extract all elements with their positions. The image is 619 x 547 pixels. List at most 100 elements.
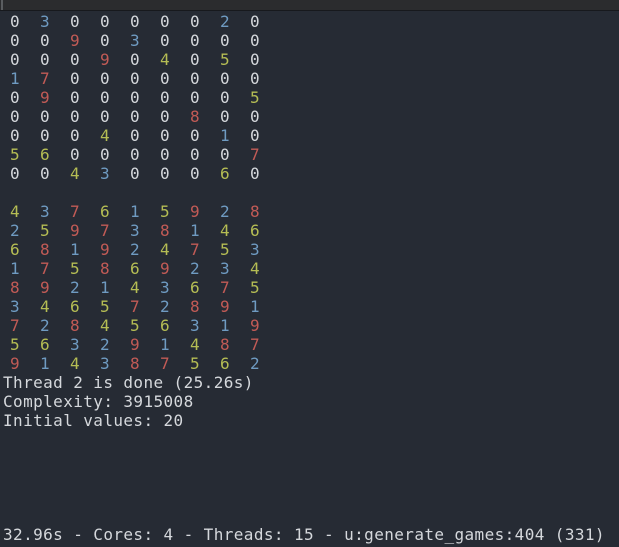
grid-cell: 0 (100, 12, 111, 31)
grid-cell: 7 (190, 240, 201, 259)
grid-cell: 1 (160, 335, 171, 354)
grid-cell: 5 (70, 259, 81, 278)
grid-cell: 0 (10, 107, 21, 126)
grid-cell: 8 (10, 278, 21, 297)
grid-cell: 0 (70, 107, 81, 126)
thread-done-message: Thread 2 is done (25.26s) (3, 373, 254, 392)
grid-cell: 5 (220, 50, 231, 69)
grid-cell: 1 (130, 202, 141, 221)
grid-cell: 0 (40, 107, 51, 126)
grid-cell: 2 (10, 221, 21, 240)
grid-cell: 3 (190, 316, 201, 335)
grid-cell: 8 (100, 259, 111, 278)
grid-cell: 4 (70, 164, 81, 183)
grid-cell: 4 (40, 297, 51, 316)
grid-cell: 9 (250, 316, 261, 335)
grid-cell: 2 (70, 278, 81, 297)
grid-cell: 9 (40, 88, 51, 107)
grid-cell: 8 (40, 240, 51, 259)
grid-cell: 6 (100, 202, 111, 221)
grid-cell: 4 (130, 278, 141, 297)
grid-cell: 9 (100, 50, 111, 69)
grid-cell: 0 (10, 50, 21, 69)
grid-cell: 7 (130, 297, 141, 316)
grid-cell: 3 (70, 335, 81, 354)
grid-cell: 8 (160, 221, 171, 240)
grid-cell: 0 (70, 69, 81, 88)
grid-cell: 4 (250, 259, 261, 278)
grid-cell: 3 (100, 354, 111, 373)
grid-cell: 5 (190, 354, 201, 373)
grid-cell: 0 (160, 88, 171, 107)
grid-cell: 4 (70, 354, 81, 373)
grid-cell: 0 (130, 164, 141, 183)
grid-cell: 0 (70, 126, 81, 145)
grid-cell: 0 (130, 126, 141, 145)
grid-cell: 7 (40, 259, 51, 278)
grid-cell: 9 (100, 240, 111, 259)
grid-cell: 0 (160, 164, 171, 183)
grid-cell: 5 (130, 316, 141, 335)
grid-cell: 3 (250, 240, 261, 259)
grid-cell: 1 (10, 69, 21, 88)
grid-cell: 2 (100, 335, 111, 354)
initial-values-message: Initial values: 20 (3, 411, 184, 430)
blank-line (0, 506, 619, 525)
grid-cell: 3 (130, 31, 141, 50)
grid-cell: 0 (250, 69, 261, 88)
grid-cell: 0 (190, 145, 201, 164)
grid-cell: 0 (130, 50, 141, 69)
grid-cell: 0 (160, 107, 171, 126)
grid-cell: 0 (220, 31, 231, 50)
grid-cell: 3 (220, 259, 231, 278)
grid-cell: 6 (250, 221, 261, 240)
grid-cell: 0 (40, 126, 51, 145)
grid-cell: 7 (100, 221, 111, 240)
grid-cell: 0 (70, 50, 81, 69)
grid-cell: 5 (10, 335, 21, 354)
grid-cell: 1 (10, 259, 21, 278)
grid-cell: 9 (70, 221, 81, 240)
grid-cell: 9 (70, 31, 81, 50)
grid-cell: 0 (190, 126, 201, 145)
grid-cell: 0 (100, 88, 111, 107)
grid-cell: 3 (10, 297, 21, 316)
grid-cell: 7 (250, 145, 261, 164)
window-top-edge (0, 0, 619, 11)
grid-cell: 9 (10, 354, 21, 373)
grid-cell: 2 (220, 12, 231, 31)
status-line: 32.96s - Cores: 4 - Threads: 15 - u:gene… (3, 525, 605, 544)
grid-cell: 8 (190, 107, 201, 126)
grid-cell: 1 (190, 221, 201, 240)
grid-cell: 0 (10, 126, 21, 145)
grid-cell: 0 (130, 69, 141, 88)
grid-cell: 3 (160, 278, 171, 297)
grid-cell: 3 (40, 12, 51, 31)
grid-cell: 0 (190, 31, 201, 50)
grid-cell: 0 (10, 31, 21, 50)
grid-cell: 8 (70, 316, 81, 335)
grid-cell: 6 (40, 335, 51, 354)
grid-cell: 0 (100, 69, 111, 88)
grid-cell: 0 (250, 50, 261, 69)
grid-cell: 7 (220, 278, 231, 297)
grid-cell: 1 (220, 126, 231, 145)
grid-cell: 0 (250, 107, 261, 126)
grid-cell: 0 (40, 50, 51, 69)
grid-cell: 6 (220, 354, 231, 373)
grid-cell: 2 (250, 354, 261, 373)
grid-cell: 0 (70, 12, 81, 31)
grid-cell: 8 (190, 297, 201, 316)
